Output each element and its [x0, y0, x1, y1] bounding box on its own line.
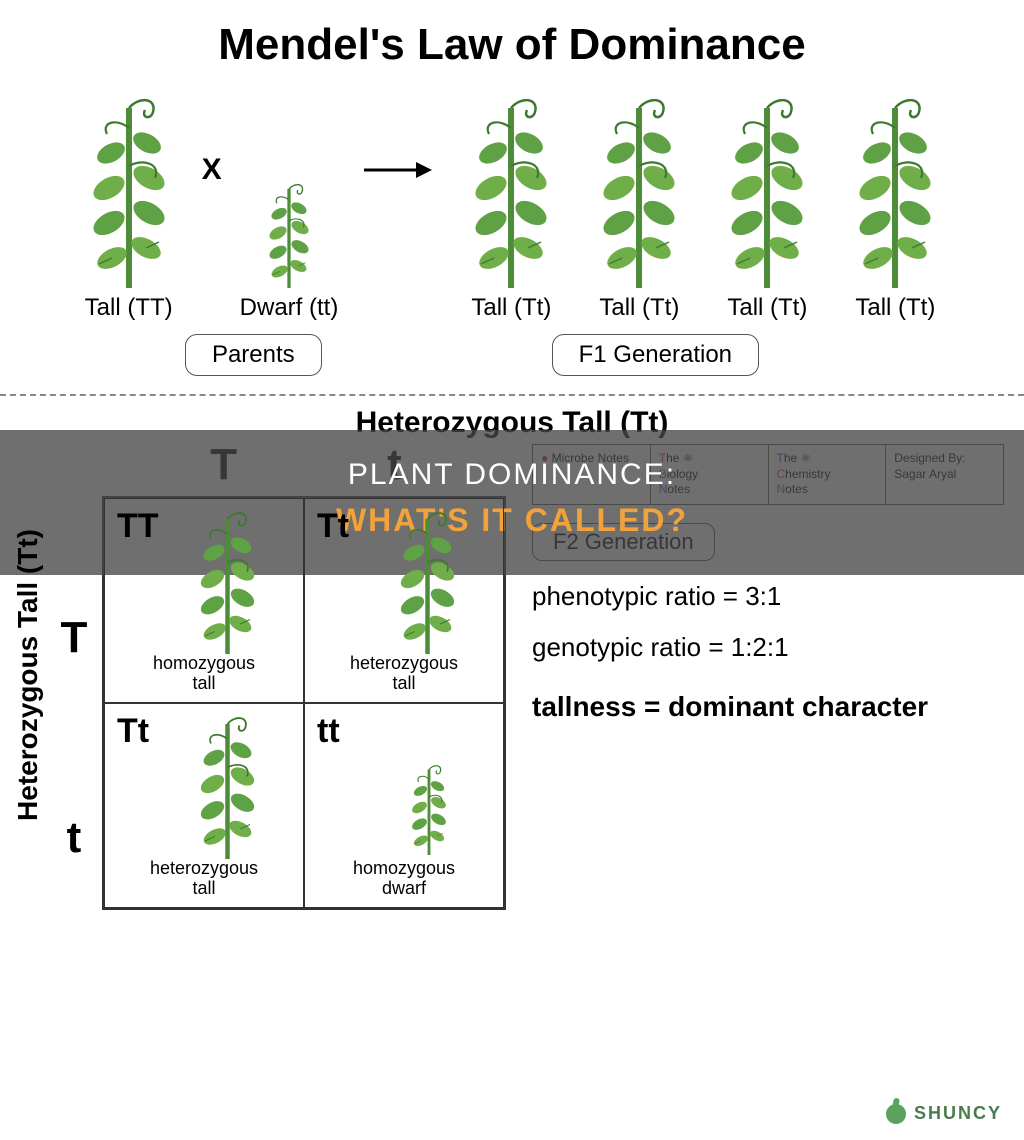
separator — [0, 394, 1024, 396]
row-allele-t: t — [46, 813, 102, 863]
offspring-label: Tall (Tt) — [471, 294, 551, 322]
offspring-2: Tall (Tt) — [584, 88, 694, 322]
offspring-4: Tall (Tt) — [840, 88, 950, 322]
phenotypic-ratio: phenotypic ratio = 3:1 — [532, 581, 1004, 612]
parent-tall: Tall (TT) — [74, 88, 184, 322]
parent-dwarf: Dwarf (tt) — [240, 178, 339, 322]
cell-desc: homozygoustall — [153, 654, 255, 694]
plant-icon — [712, 88, 822, 288]
genotypic-ratio: genotypic ratio = 1:2:1 — [532, 632, 1004, 663]
cell-genotype: tt — [317, 712, 340, 751]
shuncy-text: SHUNCY — [914, 1103, 1002, 1124]
plant-icon — [456, 88, 566, 288]
plant-icon — [254, 178, 324, 288]
row-allele-T: T — [46, 613, 102, 663]
punnett-cell-Tt-2: Tt heterozygoustall — [104, 703, 304, 908]
plant-icon — [840, 88, 950, 288]
punnett-side-label: Heterozygous Tall (Tt) — [10, 519, 46, 831]
offspring-label: Tall (Tt) — [855, 294, 935, 322]
punnett-cell-Tt-1: Tt heterozygoustall — [304, 498, 504, 703]
cell-genotype: TT — [117, 507, 159, 546]
plant-icon — [380, 504, 475, 654]
dominant-character: tallness = dominant character — [532, 691, 1004, 723]
cell-desc: homozygousdwarf — [353, 859, 455, 899]
parents-badge: Parents — [185, 334, 322, 376]
parent-tall-label: Tall (TT) — [85, 294, 173, 322]
plant-icon — [180, 504, 275, 654]
offspring-label: Tall (Tt) — [727, 294, 807, 322]
plant-icon — [74, 88, 184, 288]
arrow-icon — [362, 157, 432, 183]
cross-symbol: X — [202, 153, 222, 187]
cell-desc: heterozygoustall — [350, 654, 458, 694]
f1-badge: F1 Generation — [552, 334, 759, 376]
plant-icon — [584, 88, 694, 288]
punnett-cell-TT: TT homozygoustall — [104, 498, 304, 703]
page-title: Mendel's Law of Dominance — [0, 0, 1024, 88]
offspring-1: Tall (Tt) — [456, 88, 566, 322]
parent-dwarf-label: Dwarf (tt) — [240, 294, 339, 322]
plant-icon — [180, 709, 275, 859]
punnett-square: TT homozygoustall Tt heterozygoustall Tt… — [102, 496, 506, 910]
offspring-label: Tall (Tt) — [599, 294, 679, 322]
cell-desc: heterozygoustall — [150, 859, 258, 899]
f1-cross-row: Tall (TT) X Dwarf (tt) Tall (Tt) Tall (T… — [0, 88, 1024, 322]
cell-genotype: Tt — [117, 712, 149, 751]
shuncy-watermark: SHUNCY — [886, 1103, 1002, 1124]
shuncy-icon — [886, 1104, 906, 1124]
offspring-3: Tall (Tt) — [712, 88, 822, 322]
overlay-line1: PLANT DOMINANCE: — [10, 458, 1014, 492]
generation-badge-row: Parents F1 Generation — [0, 322, 1024, 386]
punnett-cell-tt: tt homozygousdwarf — [304, 703, 504, 908]
plant-icon — [395, 760, 463, 855]
cell-genotype: Tt — [317, 507, 349, 546]
